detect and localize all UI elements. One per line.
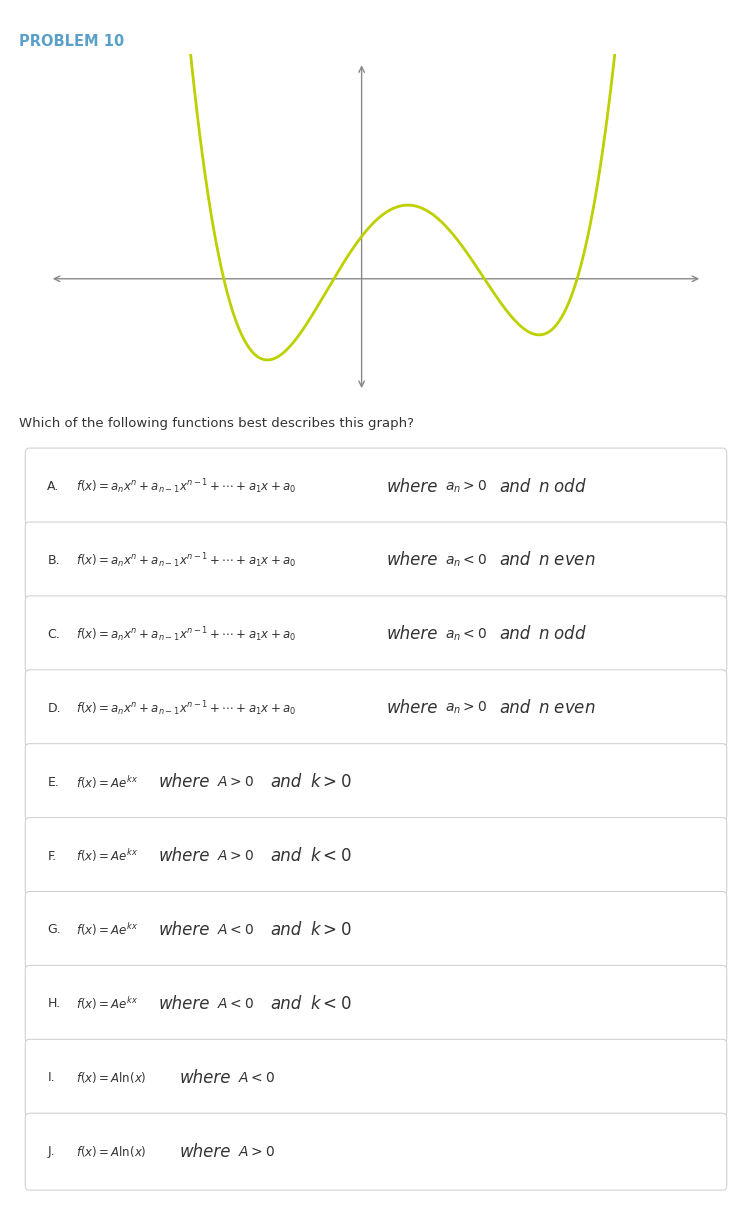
- Text: $A < 0$: $A < 0$: [238, 1071, 275, 1084]
- Text: $f(x) = a_nx^n + a_{n-1}x^{n-1} + \cdots + a_1x + a_0$: $f(x) = a_nx^n + a_{n-1}x^{n-1} + \cdots…: [76, 551, 296, 569]
- Text: where: where: [158, 848, 210, 866]
- Text: $A > 0$: $A > 0$: [217, 849, 253, 863]
- Text: PROBLEM 10: PROBLEM 10: [19, 34, 124, 48]
- Text: $a_n < 0$: $a_n < 0$: [445, 626, 487, 642]
- Text: $f(x) = A\ln(x)$: $f(x) = A\ln(x)$: [76, 1144, 147, 1159]
- Text: A.: A.: [47, 480, 59, 493]
- Text: $f(x) = a_nx^n + a_{n-1}x^{n-1} + \cdots + a_1x + a_0$: $f(x) = a_nx^n + a_{n-1}x^{n-1} + \cdots…: [76, 478, 296, 496]
- Text: F.: F.: [47, 850, 56, 862]
- Text: $f(x) = Ae^{kx}$: $f(x) = Ae^{kx}$: [76, 848, 138, 864]
- Text: where: where: [180, 1143, 231, 1161]
- Text: G.: G.: [47, 924, 61, 937]
- Text: $k > 0$: $k > 0$: [310, 773, 351, 791]
- Text: $a_n < 0$: $a_n < 0$: [445, 553, 487, 568]
- Text: $f(x) = a_nx^n + a_{n-1}x^{n-1} + \cdots + a_1x + a_0$: $f(x) = a_nx^n + a_{n-1}x^{n-1} + \cdots…: [76, 625, 296, 643]
- Text: $n$ odd: $n$ odd: [538, 478, 587, 496]
- Text: $A > 0$: $A > 0$: [238, 1145, 275, 1158]
- Text: where: where: [158, 995, 210, 1013]
- Text: and: and: [270, 995, 302, 1013]
- FancyBboxPatch shape: [26, 596, 726, 672]
- FancyBboxPatch shape: [26, 449, 726, 525]
- Text: where: where: [387, 699, 438, 717]
- Text: $f(x) = Ae^{kx}$: $f(x) = Ae^{kx}$: [76, 921, 138, 938]
- Text: and: and: [270, 773, 302, 791]
- Text: $A < 0$: $A < 0$: [217, 922, 253, 937]
- Text: where: where: [387, 625, 438, 643]
- Text: and: and: [499, 625, 530, 643]
- FancyBboxPatch shape: [26, 1113, 726, 1190]
- Text: J.: J.: [47, 1145, 55, 1158]
- Text: $f(x) = a_nx^n + a_{n-1}x^{n-1} + \cdots + a_1x + a_0$: $f(x) = a_nx^n + a_{n-1}x^{n-1} + \cdots…: [76, 699, 296, 718]
- FancyBboxPatch shape: [26, 670, 726, 747]
- Text: and: and: [499, 478, 530, 496]
- Text: $k < 0$: $k < 0$: [310, 995, 351, 1013]
- FancyBboxPatch shape: [26, 965, 726, 1042]
- FancyBboxPatch shape: [26, 891, 726, 968]
- FancyBboxPatch shape: [26, 522, 726, 598]
- Text: $f(x) = A\ln(x)$: $f(x) = A\ln(x)$: [76, 1070, 147, 1086]
- Text: where: where: [158, 921, 210, 939]
- Text: where: where: [387, 478, 438, 496]
- Text: $f(x) = Ae^{kx}$: $f(x) = Ae^{kx}$: [76, 995, 138, 1012]
- Text: $k > 0$: $k > 0$: [310, 921, 351, 939]
- FancyBboxPatch shape: [26, 744, 726, 821]
- Text: $A < 0$: $A < 0$: [217, 997, 253, 1011]
- Text: $n$ even: $n$ even: [538, 699, 596, 717]
- Text: $n$ even: $n$ even: [538, 551, 596, 569]
- FancyBboxPatch shape: [12, 434, 740, 1204]
- Text: I.: I.: [47, 1071, 55, 1084]
- Text: where: where: [180, 1069, 231, 1087]
- FancyBboxPatch shape: [26, 1040, 726, 1116]
- Text: $a_n > 0$: $a_n > 0$: [445, 700, 487, 717]
- Text: $f(x) = Ae^{kx}$: $f(x) = Ae^{kx}$: [76, 774, 138, 791]
- Text: C.: C.: [47, 627, 60, 641]
- Text: $k < 0$: $k < 0$: [310, 848, 351, 866]
- Text: and: and: [499, 551, 530, 569]
- Text: and: and: [499, 699, 530, 717]
- Text: E.: E.: [47, 776, 59, 788]
- FancyBboxPatch shape: [26, 817, 726, 895]
- Text: $A > 0$: $A > 0$: [217, 775, 253, 789]
- Text: H.: H.: [47, 997, 60, 1011]
- Text: where: where: [387, 551, 438, 569]
- Text: where: where: [158, 773, 210, 791]
- Text: B.: B.: [47, 554, 60, 567]
- Text: and: and: [270, 848, 302, 866]
- Text: D.: D.: [47, 701, 61, 715]
- Text: $n$ odd: $n$ odd: [538, 625, 587, 643]
- Text: $a_n > 0$: $a_n > 0$: [445, 479, 487, 494]
- Text: and: and: [270, 921, 302, 939]
- Text: Which of the following functions best describes this graph?: Which of the following functions best de…: [19, 417, 414, 429]
